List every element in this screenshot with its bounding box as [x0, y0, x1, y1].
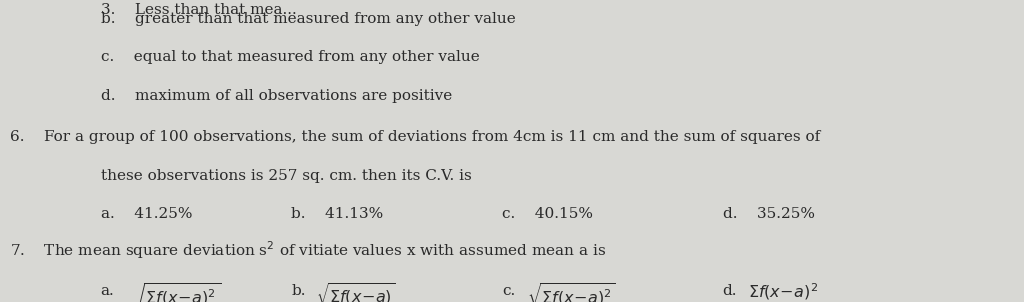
Text: $\dfrac{\Sigma f(x\!-\!a)^{2}}{N}$: $\dfrac{\Sigma f(x\!-\!a)^{2}}{N}$ [748, 281, 819, 302]
Text: d.    35.25%: d. 35.25% [723, 207, 815, 221]
Text: a.    41.25%: a. 41.25% [100, 207, 193, 221]
Text: $\dfrac{\sqrt{\Sigma f(x\!-\!a)}}{N}$: $\dfrac{\sqrt{\Sigma f(x\!-\!a)}}{N}$ [316, 281, 395, 302]
Text: b.: b. [291, 284, 306, 298]
Text: c.    equal to that measured from any other value: c. equal to that measured from any other… [100, 50, 479, 64]
Text: these observations is 257 sq. cm. then its C.V. is: these observations is 257 sq. cm. then i… [100, 169, 471, 183]
Text: d.    maximum of all observations are positive: d. maximum of all observations are posit… [100, 89, 452, 103]
Text: c.: c. [502, 284, 515, 298]
Text: $\sqrt{\dfrac{\Sigma f(x\!-\!a)^{2}}{N}}$: $\sqrt{\dfrac{\Sigma f(x\!-\!a)^{2}}{N}}… [126, 281, 221, 302]
Text: 3.    Less than that mea...: 3. Less than that mea... [100, 3, 296, 17]
Text: d.: d. [723, 284, 737, 298]
Text: a.: a. [100, 284, 115, 298]
Text: $\dfrac{\sqrt{\Sigma f(x\!-\!a)^{2}}}{N}$: $\dfrac{\sqrt{\Sigma f(x\!-\!a)^{2}}}{N}… [527, 281, 615, 302]
Text: b.    greater than that measured from any other value: b. greater than that measured from any o… [100, 12, 515, 26]
Text: b.    41.13%: b. 41.13% [291, 207, 383, 221]
Text: 7.    The mean square deviation s$^{2}$ of vitiate values x with assumed mean a : 7. The mean square deviation s$^{2}$ of … [10, 240, 606, 262]
Text: c.    40.15%: c. 40.15% [502, 207, 593, 221]
Text: 6.    For a group of 100 observations, the sum of deviations from 4cm is 11 cm a: 6. For a group of 100 observations, the … [10, 130, 820, 144]
